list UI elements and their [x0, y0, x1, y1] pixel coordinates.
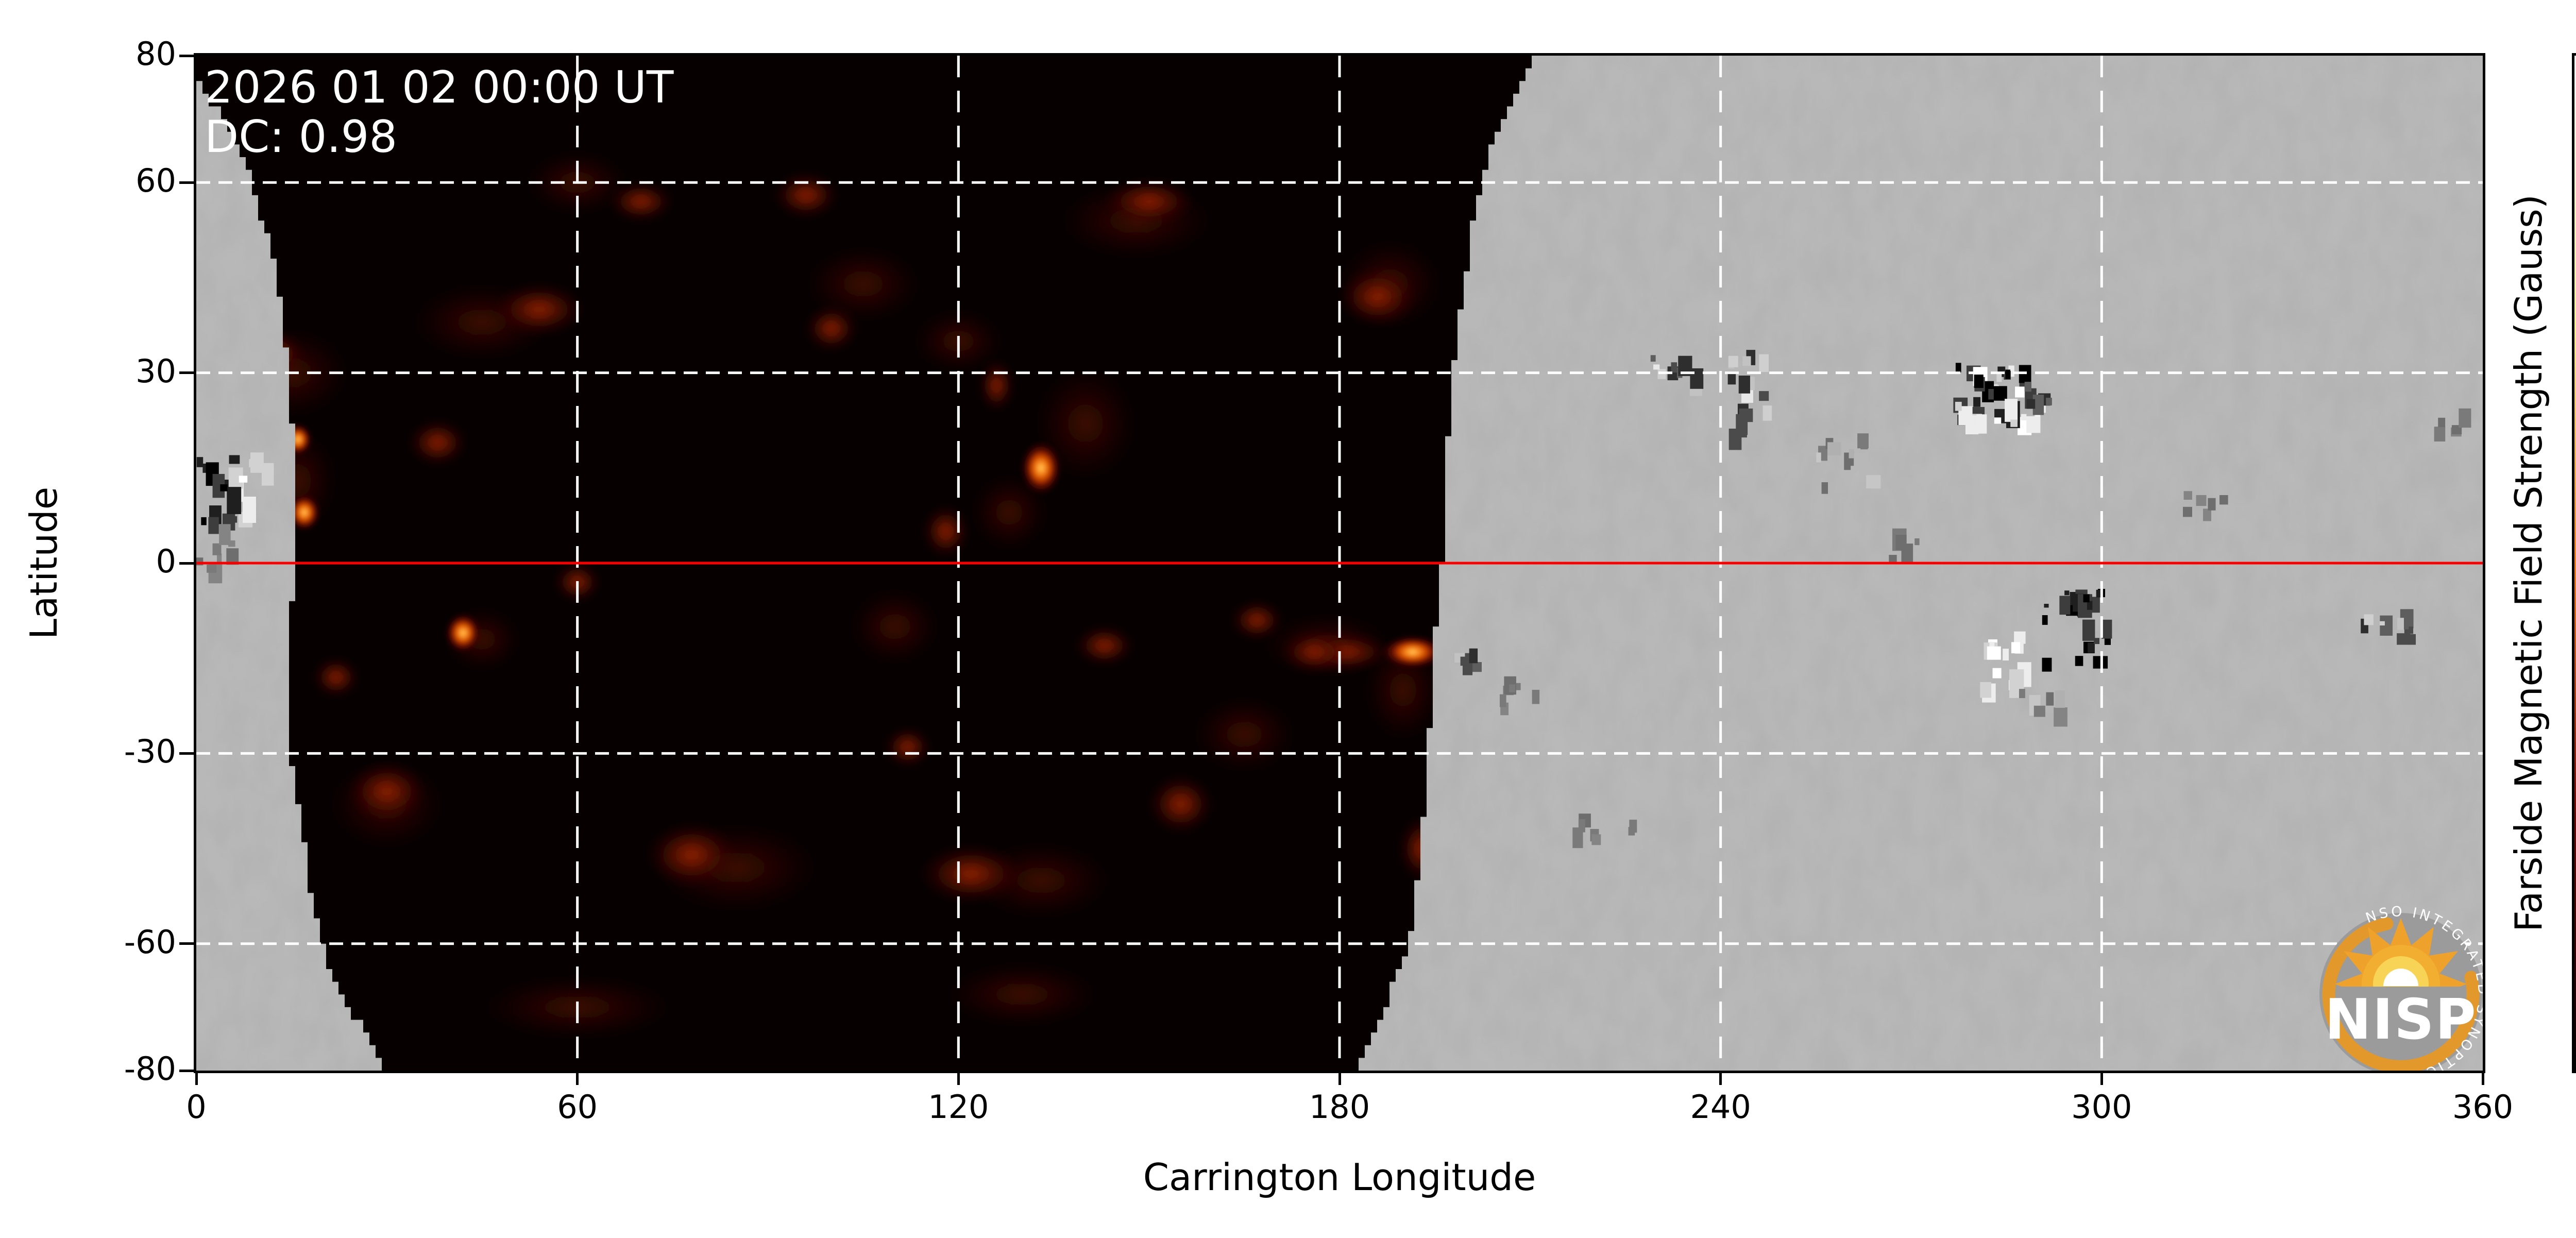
y-tick-mark [179, 752, 194, 755]
y-tick-mark [179, 942, 194, 945]
x-tick-label: 120 [928, 1088, 989, 1126]
datetime-annotation: 2026 01 02 00:00 UT [205, 62, 674, 113]
x-tick-mark [576, 1071, 579, 1085]
x-tick-label: 180 [1309, 1088, 1370, 1126]
x-tick-label: 360 [2452, 1088, 2514, 1126]
frontside-active-regions [196, 350, 2471, 849]
y-tick-mark [179, 1069, 194, 1072]
x-tick-label: 300 [2071, 1088, 2132, 1126]
logo-backing [2319, 913, 2482, 1071]
y-tick-label: -30 [124, 733, 176, 771]
y-tick-mark [179, 371, 194, 375]
map-axes: NISP NSO INTEGRATED SYNOPTIC PROGRAM 202… [194, 53, 2485, 1073]
x-tick-label: 60 [557, 1088, 598, 1126]
gridlines [196, 56, 2483, 1071]
logo-sun-icon [2335, 918, 2467, 987]
x-tick-mark [2100, 1071, 2103, 1085]
x-tick-mark [957, 1071, 960, 1085]
x-tick-label: 240 [1690, 1088, 1751, 1126]
y-tick-mark [179, 181, 194, 184]
farside-colorbar-label: Farside Magnetic Field Strength (Gauss) [2507, 194, 2550, 932]
x-tick-label: 0 [186, 1088, 207, 1126]
x-axis-label: Carrington Longitude [1143, 1156, 1536, 1199]
y-tick-mark [179, 54, 194, 57]
y-tick-label: 80 [135, 35, 176, 73]
logo-wordmark: NISP [2325, 988, 2477, 1052]
y-tick-label: 60 [135, 162, 176, 200]
farside-colorbar [2572, 53, 2576, 1073]
x-tick-mark [1338, 1071, 1341, 1085]
duty-cycle-annotation: DC: 0.98 [205, 111, 398, 163]
synoptic-map: NISP NSO INTEGRATED SYNOPTIC PROGRAM [196, 56, 2483, 1071]
y-tick-label: -60 [124, 923, 176, 961]
y-tick-mark [179, 562, 194, 565]
y-tick-label: -80 [124, 1050, 176, 1088]
farside-blobs [234, 150, 1445, 1039]
x-tick-mark [1719, 1071, 1722, 1085]
x-tick-mark [2481, 1071, 2484, 1085]
y-tick-label: 30 [135, 352, 176, 390]
y-tick-label: 0 [156, 542, 176, 580]
nisp-logo: NISP NSO INTEGRATED SYNOPTIC PROGRAM [2319, 904, 2483, 1071]
y-axis-label: Latitude [22, 486, 65, 640]
x-tick-mark [195, 1071, 198, 1085]
logo-ring [2322, 917, 2480, 1071]
